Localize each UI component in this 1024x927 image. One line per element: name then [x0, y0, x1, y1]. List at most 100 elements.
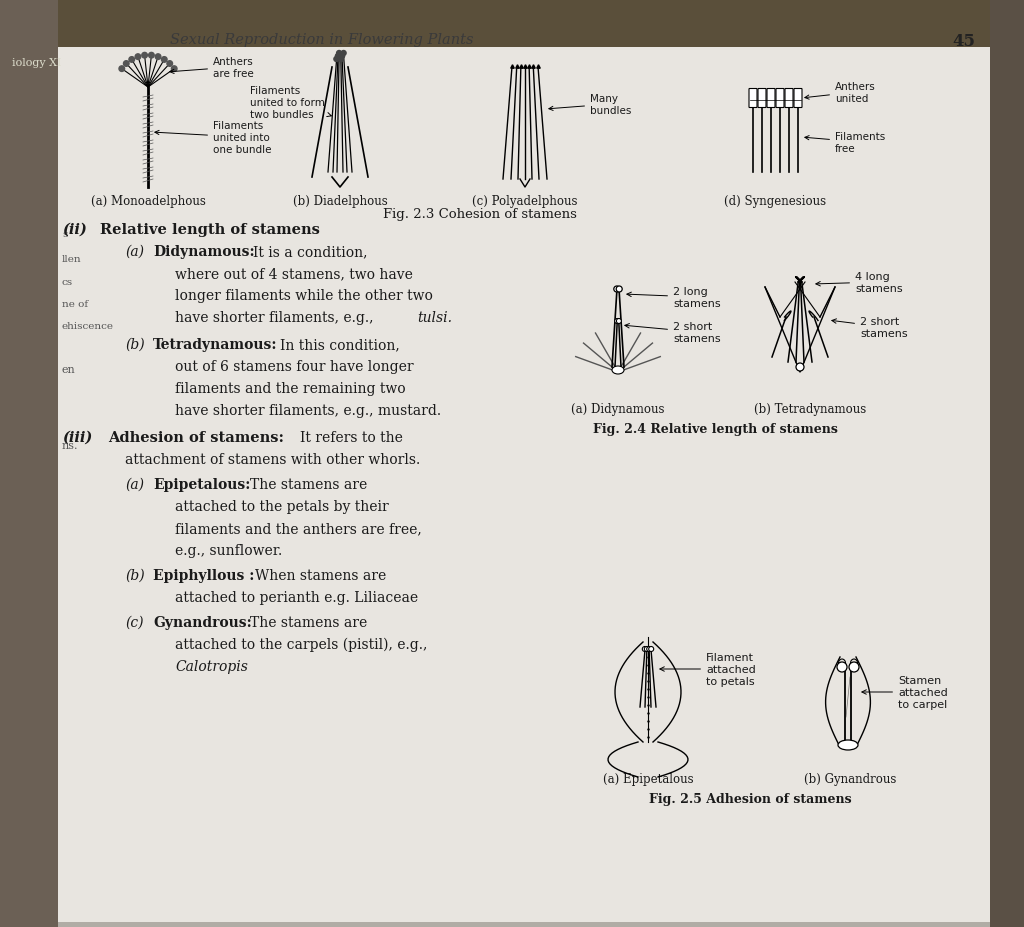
Text: llen: llen: [62, 255, 82, 263]
Text: Many
bundles: Many bundles: [549, 95, 632, 116]
Text: Gynandrous:: Gynandrous:: [153, 616, 252, 629]
FancyBboxPatch shape: [758, 89, 766, 108]
FancyBboxPatch shape: [767, 89, 775, 108]
Circle shape: [129, 57, 134, 63]
Ellipse shape: [838, 740, 858, 750]
Text: out of 6 stamens four have longer: out of 6 stamens four have longer: [175, 360, 414, 374]
Text: en: en: [62, 364, 76, 375]
Text: 4 long
stamens: 4 long stamens: [816, 272, 902, 294]
Text: 2 short
stamens: 2 short stamens: [625, 322, 721, 343]
Text: iology XI: iology XI: [12, 57, 61, 68]
Text: (b): (b): [125, 568, 144, 582]
Circle shape: [647, 647, 651, 652]
Circle shape: [837, 662, 847, 672]
Ellipse shape: [612, 366, 624, 375]
Text: attached to perianth e.g. Liliaceae: attached to perianth e.g. Liliaceae: [175, 590, 418, 604]
Text: Fig. 2.3 Cohesion of stamens: Fig. 2.3 Cohesion of stamens: [383, 208, 577, 221]
Text: (ii): (ii): [62, 222, 87, 236]
Text: 45: 45: [952, 33, 975, 50]
Text: It refers to the: It refers to the: [300, 430, 402, 445]
Text: (b) Diadelphous: (b) Diadelphous: [293, 195, 387, 208]
Text: (c): (c): [125, 616, 143, 629]
Text: Relative length of stamens: Relative length of stamens: [100, 222, 319, 236]
Text: Filament
attached
to petals: Filament attached to petals: [659, 653, 756, 686]
Circle shape: [849, 662, 859, 672]
Text: Tetradynamous:: Tetradynamous:: [153, 337, 278, 351]
Circle shape: [644, 647, 649, 652]
FancyBboxPatch shape: [55, 13, 1010, 922]
Text: It is a condition,: It is a condition,: [253, 245, 368, 259]
Text: attached to the carpels (pistil), e.g.,: attached to the carpels (pistil), e.g.,: [175, 638, 427, 652]
Circle shape: [796, 363, 804, 372]
Text: (b): (b): [125, 337, 144, 351]
Text: filaments and the remaining two: filaments and the remaining two: [175, 382, 406, 396]
Text: (c) Polyadelphous: (c) Polyadelphous: [472, 195, 578, 208]
Text: Filaments
united to form
two bundles: Filaments united to form two bundles: [250, 86, 332, 120]
Text: Stamen
attached
to carpel: Stamen attached to carpel: [862, 676, 948, 709]
Text: 2 long
stamens: 2 long stamens: [627, 286, 721, 309]
Text: Sexual Reproduction in Flowering Plants: Sexual Reproduction in Flowering Plants: [170, 33, 473, 47]
Circle shape: [119, 67, 125, 72]
FancyBboxPatch shape: [776, 89, 784, 108]
Text: (a) Epipetalous: (a) Epipetalous: [603, 772, 693, 785]
Text: s: s: [62, 230, 68, 239]
Text: attachment of stamens with other whorls.: attachment of stamens with other whorls.: [125, 452, 420, 466]
Circle shape: [338, 57, 343, 62]
Text: ne of: ne of: [62, 299, 88, 309]
Circle shape: [642, 647, 647, 652]
Text: longer filaments while the other two: longer filaments while the other two: [175, 288, 433, 303]
Circle shape: [336, 55, 340, 59]
Circle shape: [337, 51, 342, 57]
Circle shape: [167, 62, 172, 68]
Text: ehiscence: ehiscence: [62, 322, 114, 331]
Circle shape: [613, 286, 620, 293]
Text: tulsi.: tulsi.: [417, 311, 452, 324]
Text: Fig. 2.4 Relative length of stamens: Fig. 2.4 Relative length of stamens: [593, 423, 838, 436]
FancyBboxPatch shape: [794, 89, 802, 108]
Circle shape: [135, 55, 140, 60]
Circle shape: [156, 55, 161, 60]
Text: (d) Syngenesious: (d) Syngenesious: [724, 195, 826, 208]
FancyBboxPatch shape: [0, 0, 58, 927]
Circle shape: [148, 54, 155, 59]
Text: Anthers
united: Anthers united: [805, 83, 876, 104]
Text: Calotropis: Calotropis: [175, 659, 248, 673]
Text: ns.: ns.: [62, 440, 79, 451]
Text: (iii): (iii): [62, 430, 92, 445]
Text: (a) Monoadelphous: (a) Monoadelphous: [90, 195, 206, 208]
Circle shape: [334, 57, 339, 62]
Text: filaments and the anthers are free,: filaments and the anthers are free,: [175, 521, 422, 536]
Text: The stamens are: The stamens are: [250, 477, 368, 491]
Text: When stamens are: When stamens are: [255, 568, 386, 582]
FancyBboxPatch shape: [990, 0, 1024, 927]
Text: cs: cs: [62, 278, 73, 286]
Circle shape: [648, 647, 653, 652]
FancyBboxPatch shape: [785, 89, 793, 108]
Text: Adhesion of stamens:: Adhesion of stamens:: [108, 430, 284, 445]
Text: e.g., sunflower.: e.g., sunflower.: [175, 543, 283, 557]
Circle shape: [171, 67, 177, 72]
Circle shape: [162, 57, 167, 63]
Circle shape: [616, 319, 622, 324]
Text: Fig. 2.5 Adhesion of stamens: Fig. 2.5 Adhesion of stamens: [648, 793, 851, 806]
Text: In this condition,: In this condition,: [280, 337, 399, 351]
Text: (a) Didynamous: (a) Didynamous: [571, 402, 665, 415]
FancyBboxPatch shape: [749, 89, 757, 108]
Circle shape: [616, 286, 623, 293]
Text: Filaments
united into
one bundle: Filaments united into one bundle: [155, 121, 271, 155]
Text: (b) Gynandrous: (b) Gynandrous: [804, 772, 896, 785]
Circle shape: [341, 51, 346, 57]
Circle shape: [614, 319, 620, 324]
Text: have shorter filaments, e.g.,: have shorter filaments, e.g.,: [175, 311, 374, 324]
Text: Epiphyllous :: Epiphyllous :: [153, 568, 254, 582]
Circle shape: [124, 62, 129, 68]
Text: have shorter filaments, e.g., mustard.: have shorter filaments, e.g., mustard.: [175, 403, 441, 417]
Circle shape: [340, 55, 345, 59]
Text: (a): (a): [125, 245, 144, 259]
Text: attached to the petals by their: attached to the petals by their: [175, 500, 389, 514]
Text: 2 short
stamens: 2 short stamens: [831, 317, 907, 338]
Text: (b) Tetradynamous: (b) Tetradynamous: [754, 402, 866, 415]
Text: Didynamous:: Didynamous:: [153, 245, 255, 259]
Text: The stamens are: The stamens are: [250, 616, 368, 629]
Text: Filaments
free: Filaments free: [805, 132, 886, 154]
